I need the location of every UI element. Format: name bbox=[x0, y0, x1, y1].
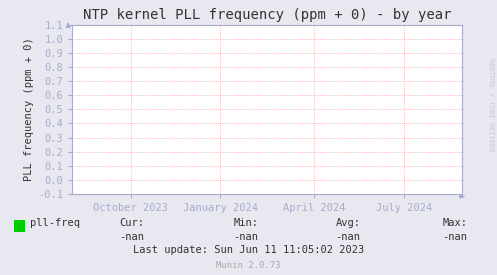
Text: RRDTOOL / TOBI OETIKER: RRDTOOL / TOBI OETIKER bbox=[488, 58, 494, 151]
Text: Munin 2.0.73: Munin 2.0.73 bbox=[216, 261, 281, 270]
Text: Last update: Sun Jun 11 11:05:02 2023: Last update: Sun Jun 11 11:05:02 2023 bbox=[133, 245, 364, 255]
Text: Max:: Max: bbox=[442, 218, 467, 228]
Title: NTP kernel PLL frequency (ppm + 0) - by year: NTP kernel PLL frequency (ppm + 0) - by … bbox=[83, 8, 451, 22]
Y-axis label: PLL frequency (ppm + 0): PLL frequency (ppm + 0) bbox=[24, 37, 34, 181]
Text: pll-freq: pll-freq bbox=[30, 218, 80, 228]
Text: -nan: -nan bbox=[335, 232, 360, 241]
Text: Min:: Min: bbox=[234, 218, 258, 228]
Text: -nan: -nan bbox=[234, 232, 258, 241]
Text: -nan: -nan bbox=[119, 232, 144, 241]
Text: -nan: -nan bbox=[442, 232, 467, 241]
Text: Cur:: Cur: bbox=[119, 218, 144, 228]
Text: Avg:: Avg: bbox=[335, 218, 360, 228]
